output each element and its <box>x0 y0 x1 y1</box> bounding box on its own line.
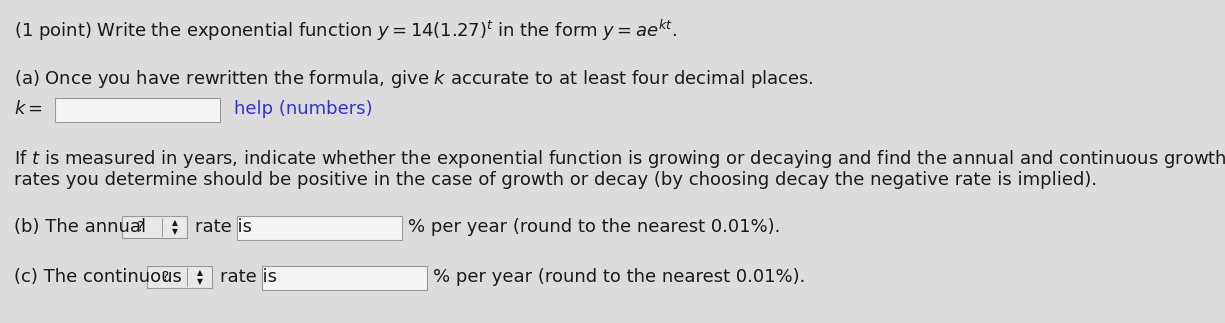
Text: (1 point) Write the exponential function $y = 14(1.27)^t$ in the form $y = ae^{k: (1 point) Write the exponential function… <box>13 18 677 43</box>
Text: If $t$ is measured in years, indicate whether the exponential function is growin: If $t$ is measured in years, indicate wh… <box>13 148 1225 170</box>
Text: % per year (round to the nearest 0.01%).: % per year (round to the nearest 0.01%). <box>432 268 805 286</box>
Text: % per year (round to the nearest 0.01%).: % per year (round to the nearest 0.01%). <box>408 218 780 236</box>
Text: ▲: ▲ <box>172 218 178 227</box>
Text: ▼: ▼ <box>197 277 202 287</box>
Text: (b) The annual: (b) The annual <box>13 218 146 236</box>
FancyBboxPatch shape <box>55 98 220 122</box>
FancyBboxPatch shape <box>262 266 428 290</box>
Text: $k =$: $k =$ <box>13 100 43 118</box>
Text: (c) The continuous: (c) The continuous <box>13 268 181 286</box>
Text: ▼: ▼ <box>172 227 178 236</box>
Text: rate is: rate is <box>195 218 252 236</box>
Text: help (numbers): help (numbers) <box>234 100 372 118</box>
Text: ▲: ▲ <box>197 268 202 277</box>
Text: rates you determine should be positive in the case of growth or decay (by choosi: rates you determine should be positive i… <box>13 171 1098 189</box>
Text: rate is: rate is <box>220 268 277 286</box>
FancyBboxPatch shape <box>122 216 187 238</box>
FancyBboxPatch shape <box>147 266 212 288</box>
Text: (a) Once you have rewritten the formula, give $k$ accurate to at least four deci: (a) Once you have rewritten the formula,… <box>13 68 813 90</box>
Text: ?: ? <box>162 270 169 285</box>
FancyBboxPatch shape <box>236 216 402 240</box>
Text: ?: ? <box>136 220 143 234</box>
